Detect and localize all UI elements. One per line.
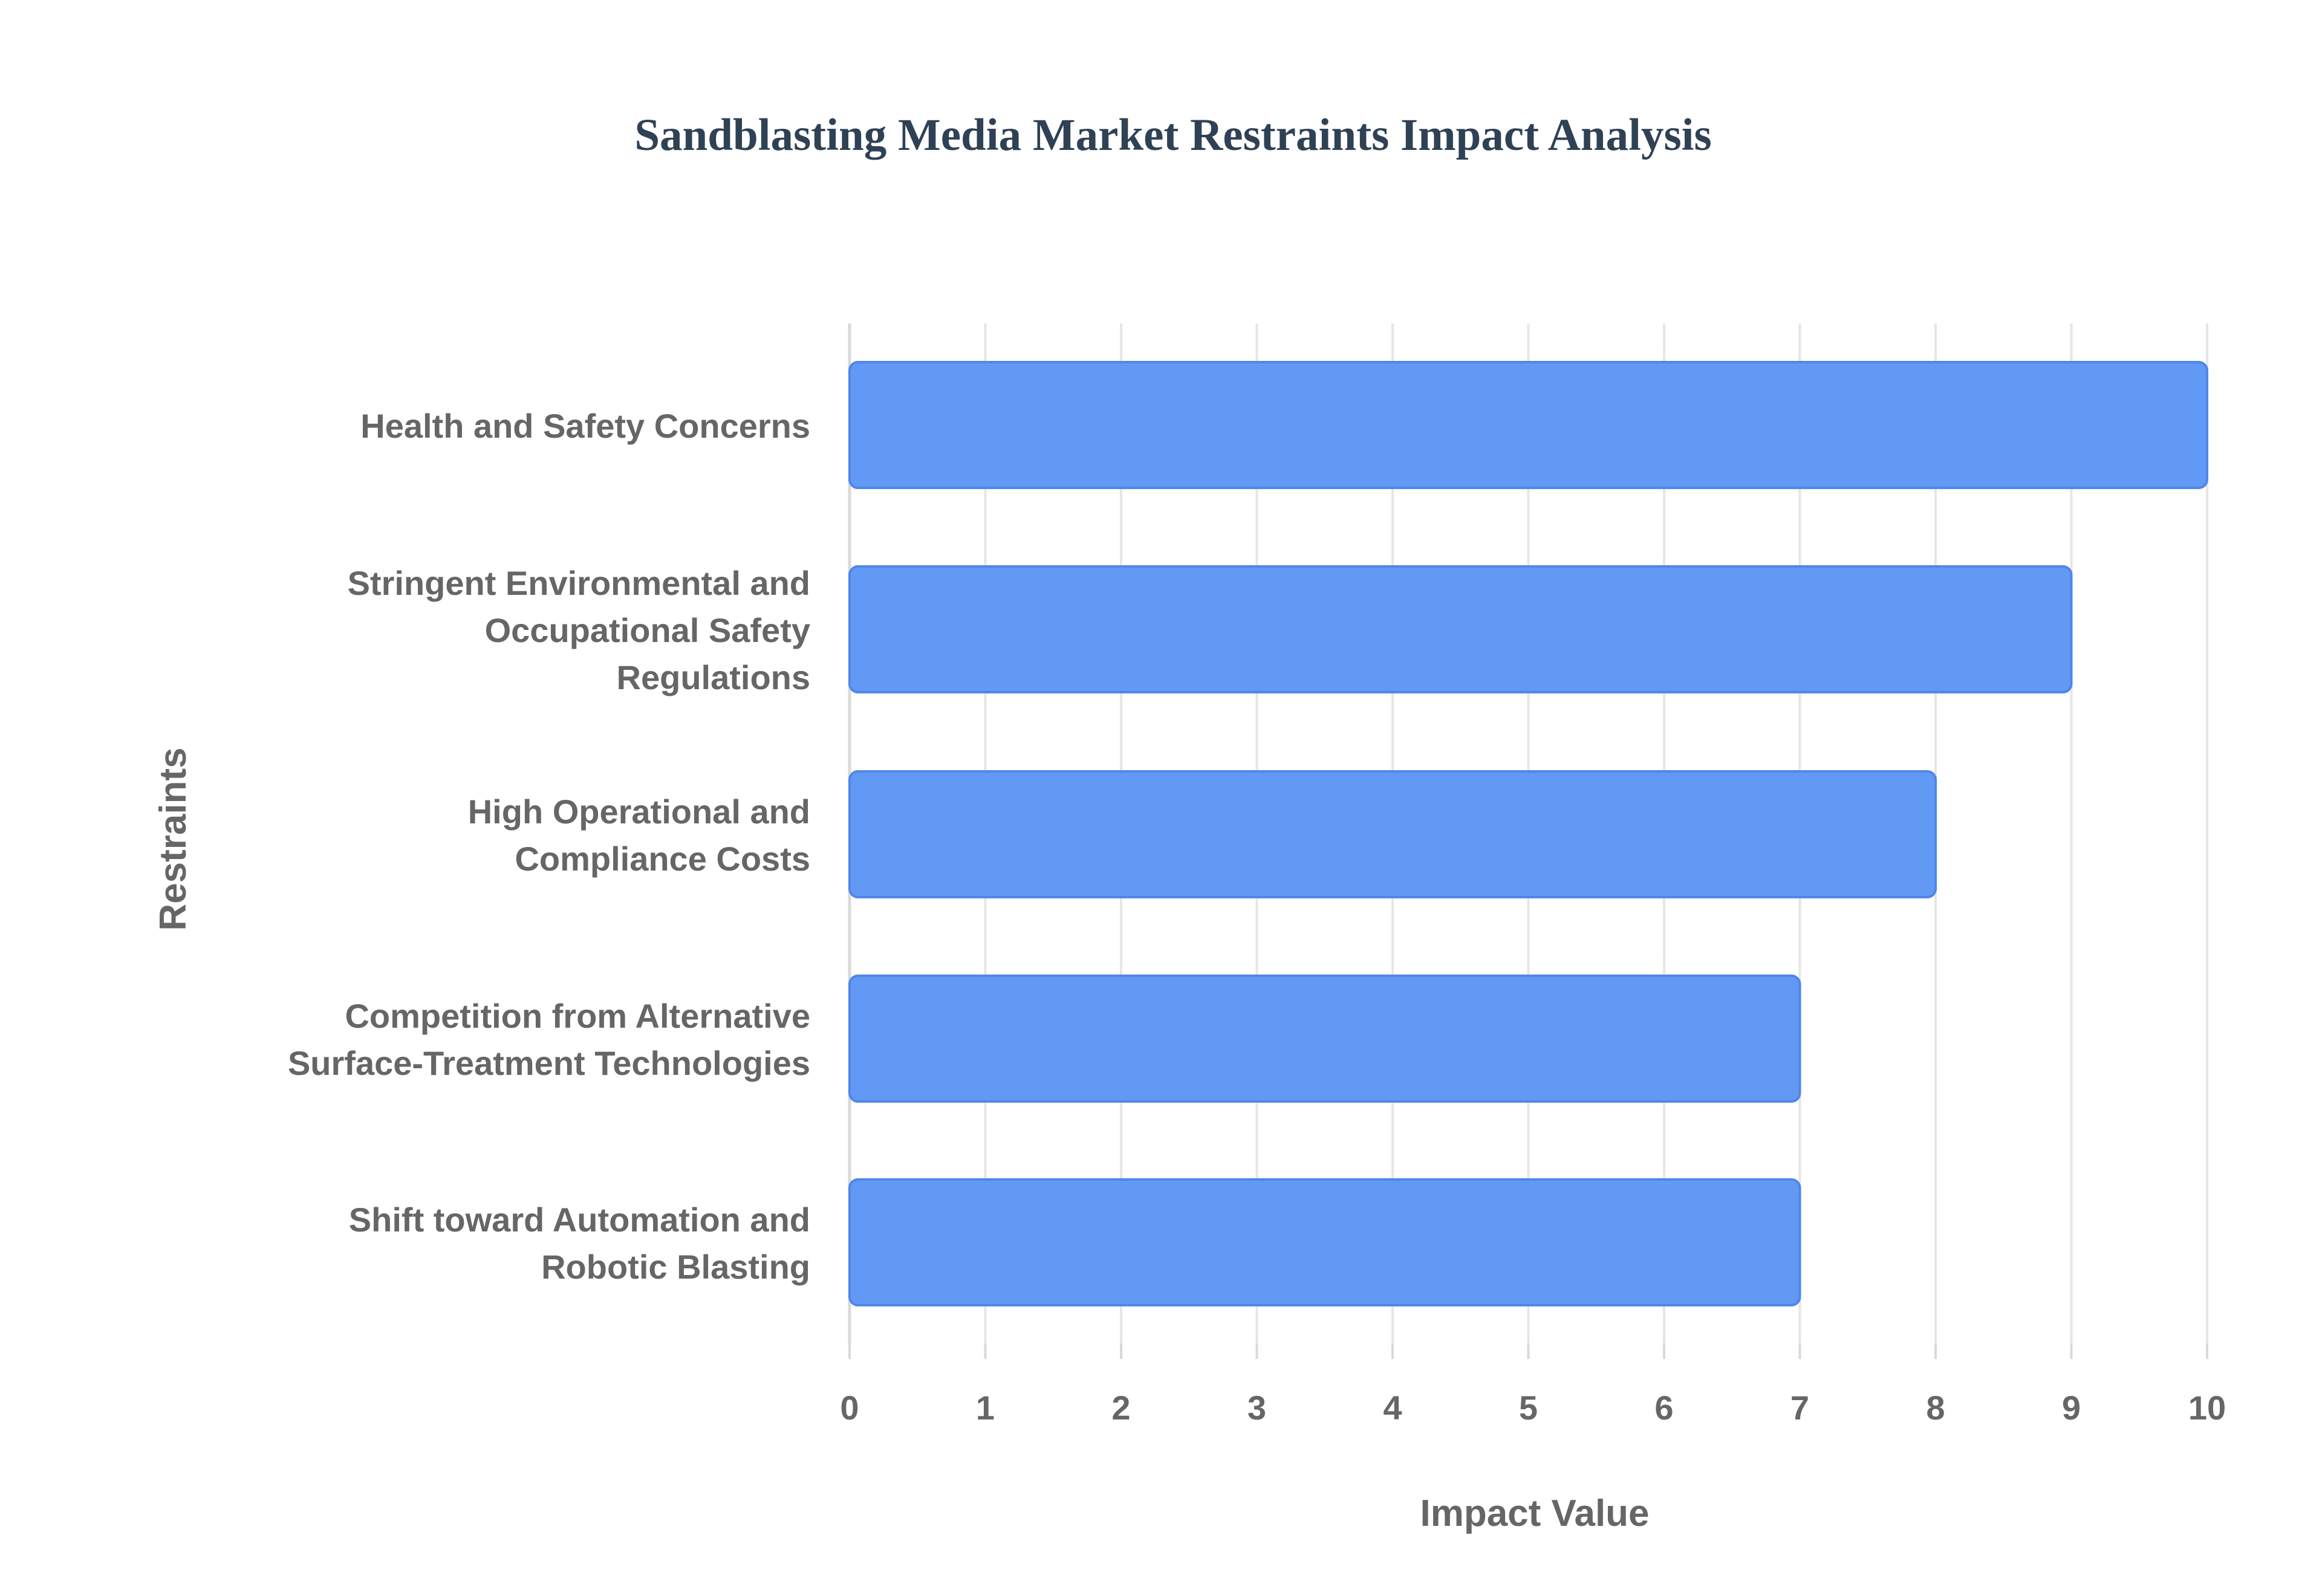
y-axis-title: Restraints [152, 747, 194, 930]
x-tick-label: 0 [840, 1389, 859, 1427]
tick-layer: 0 1 2 3 4 5 6 7 8 9 10 [840, 1343, 2226, 1427]
category-layer: Health and Safety Concerns Stringent Envi… [288, 407, 810, 1286]
category-label-1: Health and Safety Concerns [360, 407, 810, 445]
x-tick-label: 3 [1247, 1389, 1266, 1427]
category-label-line: Surface-Treatment Technologies [288, 1044, 810, 1082]
chart-title: Sandblasting Media Market Restraints Imp… [634, 110, 1711, 160]
x-tick-label: 2 [1111, 1389, 1130, 1427]
category-label-line: Health and Safety Concerns [360, 407, 810, 445]
category-label-2: Stringent Environmental and Occupational … [348, 564, 810, 696]
category-label-line: Regulations [617, 658, 810, 696]
bar-layer [848, 361, 2208, 1306]
bar-1 [848, 361, 2208, 489]
category-label-line: Occupational Safety [485, 611, 810, 649]
x-tick-label: 10 [2188, 1389, 2226, 1427]
bar-5 [848, 1178, 1801, 1306]
category-label-4: Competition from Alternative Surface-Trea… [288, 997, 810, 1082]
x-tick-label: 4 [1383, 1389, 1402, 1427]
category-label-line: Robotic Blasting [541, 1248, 810, 1286]
x-tick-label: 8 [1926, 1389, 1945, 1427]
x-tick-label: 6 [1654, 1389, 1673, 1427]
bar-2 [848, 565, 2073, 693]
category-label-line: Compliance Costs [515, 840, 810, 878]
x-axis-title: Impact Value [1420, 1493, 1649, 1534]
x-tick-label: 1 [976, 1389, 995, 1427]
category-label-line: Stringent Environmental and [348, 564, 810, 602]
bar-3 [848, 770, 1937, 898]
category-label-line: Shift toward Automation and [349, 1201, 810, 1239]
x-tick-label: 7 [1790, 1389, 1809, 1427]
category-label-5: Shift toward Automation and Robotic Blast… [349, 1201, 810, 1286]
category-label-line: High Operational and [468, 793, 810, 831]
category-label-3: High Operational and Compliance Costs [468, 793, 810, 878]
bar-4 [848, 975, 1801, 1103]
category-label-line: Competition from Alternative [345, 997, 810, 1035]
x-tick-label: 5 [1519, 1389, 1538, 1427]
x-tick-label: 9 [2062, 1389, 2081, 1427]
